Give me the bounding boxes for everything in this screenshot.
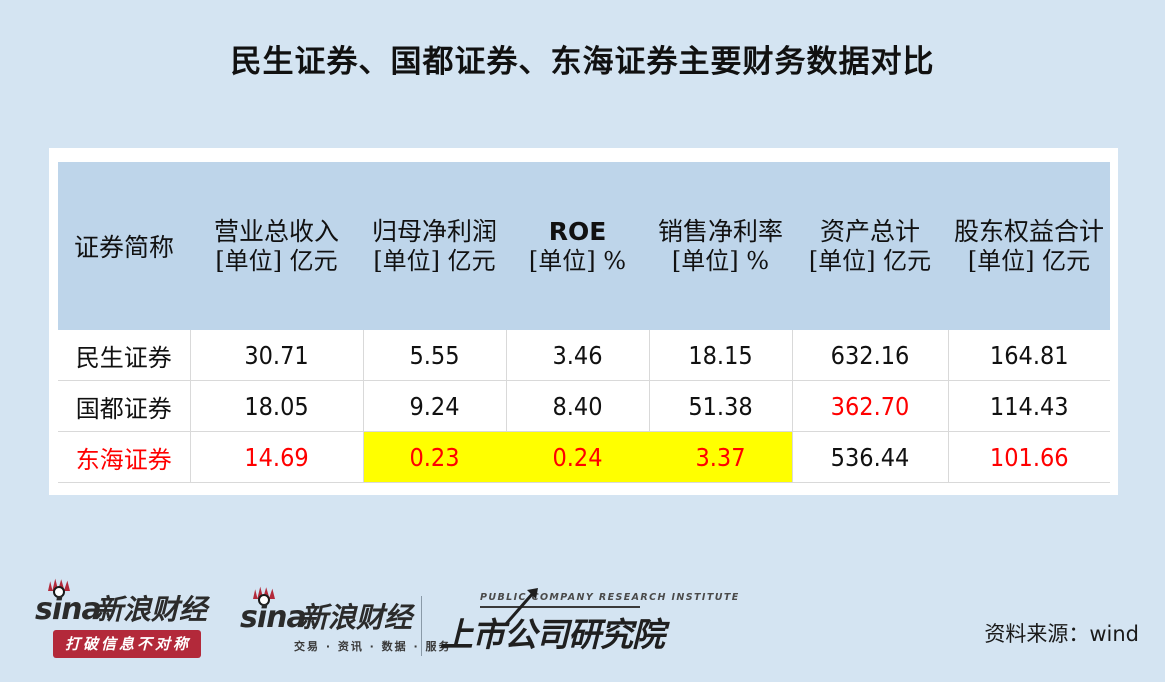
cell-total-assets: 362.70 (792, 380, 949, 432)
column-header-line1: ROE (548, 216, 607, 246)
column-header-line1: 归母净利润 (371, 216, 497, 246)
column-header-line2: [单位] 亿元 (373, 246, 496, 275)
sina-logo-wordmark-row: sina 新浪财经 (238, 586, 413, 635)
column-header-total-equity: 股东权益合计 [单位] 亿元 (948, 162, 1110, 330)
research-institute-logo: PUBLIC COMPANY RESEARCH INSTITUTE 上市公司研究… (440, 588, 738, 660)
column-header-roe: ROE [单位] % (506, 162, 649, 330)
sina-finance-logo-primary: sina 新浪财经 打破信息不对称 (33, 578, 208, 660)
table-header-row: 证券简称 营业总收入 [单位] 亿元 归母净利润 [单位] 亿元 ROE [单位… (58, 162, 1110, 330)
table-row: 国都证券 18.05 9.24 8.40 51.38 362.70 114.43 (58, 380, 1110, 432)
cell-total-equity: 101.66 (948, 431, 1110, 483)
financial-table-card: 证券简称 营业总收入 [单位] 亿元 归母净利润 [单位] 亿元 ROE [单位… (49, 148, 1118, 495)
sina-eye-icon (47, 578, 71, 600)
footer: sina 新浪财经 打破信息不对称 sina 新浪财经 交易 · 资讯 · 数据… (0, 560, 1165, 682)
cell-total-equity: 114.43 (948, 380, 1110, 432)
footer-divider (421, 596, 422, 656)
institute-rule-line (480, 606, 640, 608)
cell-total-assets: 536.44 (792, 431, 949, 483)
data-source-note: 资料来源：wind (984, 622, 1139, 646)
column-header-line2: [单位] % (528, 246, 627, 275)
sina-logo-subtitle: 交易 · 资讯 · 数据 · 服务 (294, 640, 452, 653)
institute-english-name: PUBLIC COMPANY RESEARCH INSTITUTE (480, 592, 740, 603)
column-header-line1: 资产总计 (819, 216, 920, 246)
column-header-net-profit: 归母净利润 [单位] 亿元 (363, 162, 506, 330)
sina-eye-icon (252, 586, 276, 608)
column-header-total-assets: 资产总计 [单位] 亿元 (792, 162, 948, 330)
row-label: 民生证券 (58, 330, 191, 381)
row-label: 国都证券 (58, 380, 191, 432)
table-row: 东海证券 14.69 0.23 0.24 3.37 536.44 101.66 (58, 431, 1110, 483)
column-header-net-profit-margin: 销售净利率 [单位] % (649, 162, 792, 330)
sina-wordmark: sina (240, 600, 307, 635)
column-header-line2: [单位] % (671, 246, 770, 275)
column-header-total-revenue: 营业总收入 [单位] 亿元 (190, 162, 363, 330)
cell-total-revenue: 14.69 (190, 431, 364, 483)
column-header-line1: 营业总收入 (213, 216, 339, 246)
cell-roe: 8.40 (506, 380, 650, 432)
sina-finance-logo-secondary: sina 新浪财经 交易 · 资讯 · 数据 · 服务 (238, 586, 450, 658)
row-label: 东海证券 (58, 431, 191, 483)
table-body: 民生证券 30.71 5.55 3.46 18.15 632.16 164.81… (58, 330, 1110, 483)
column-header-line2: [单位] 亿元 (215, 246, 338, 275)
cell-total-assets: 632.16 (792, 330, 949, 381)
financial-comparison-table: 证券简称 营业总收入 [单位] 亿元 归母净利润 [单位] 亿元 ROE [单位… (58, 162, 1110, 483)
page-title: 民生证券、国都证券、东海证券主要财务数据对比 (230, 44, 935, 80)
column-header-line2: [单位] 亿元 (808, 246, 932, 275)
column-header-line1: 销售净利率 (657, 216, 783, 246)
column-header-line1: 证券简称 (73, 233, 174, 262)
sina-slogan-banner: 打破信息不对称 (53, 630, 202, 658)
sina-chinese-name: 新浪财经 (95, 593, 208, 626)
table-row: 民生证券 30.71 5.55 3.46 18.15 632.16 164.81 (58, 330, 1110, 381)
cell-net-profit-margin: 51.38 (649, 380, 793, 432)
sina-wordmark: sina (35, 592, 102, 627)
institute-chinese-name: 上市公司研究院 (440, 615, 665, 654)
cell-net-profit-margin: 3.37 (649, 431, 793, 483)
table-header: 证券简称 营业总收入 [单位] 亿元 归母净利润 [单位] 亿元 ROE [单位… (58, 162, 1110, 330)
cell-net-profit: 5.55 (363, 330, 507, 381)
cell-roe: 0.24 (506, 431, 650, 483)
cell-total-equity: 164.81 (948, 330, 1110, 381)
sina-chinese-name: 新浪财经 (300, 601, 413, 634)
column-header-line1: 股东权益合计 (953, 216, 1104, 246)
cell-roe: 3.46 (506, 330, 650, 381)
cell-net-profit: 0.23 (363, 431, 507, 483)
cell-total-revenue: 18.05 (190, 380, 364, 432)
cell-total-revenue: 30.71 (190, 330, 364, 381)
column-header-line2: [单位] 亿元 (967, 246, 1091, 275)
sina-logo-wordmark-row: sina 新浪财经 (33, 578, 208, 627)
cell-net-profit-margin: 18.15 (649, 330, 793, 381)
column-header-security-name: 证券简称 (58, 162, 190, 330)
cell-net-profit: 9.24 (363, 380, 507, 432)
up-arrow-icon (504, 588, 538, 625)
